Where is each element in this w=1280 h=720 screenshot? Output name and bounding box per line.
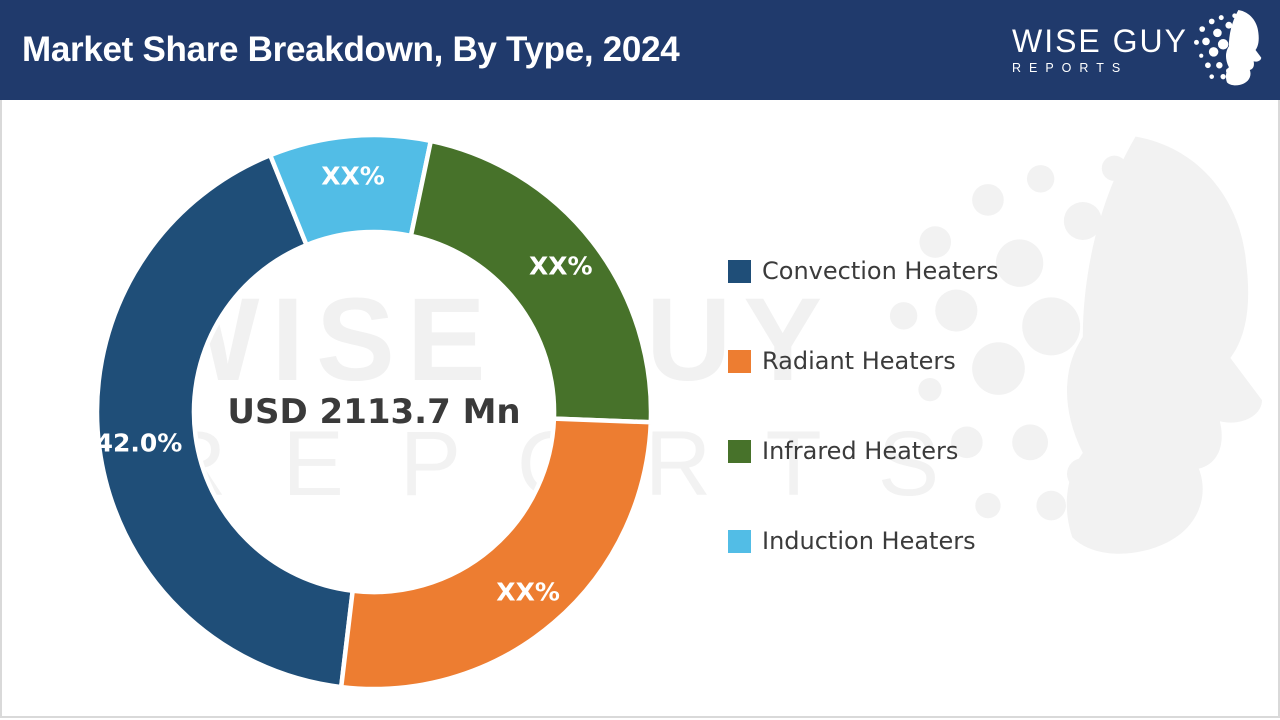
logo-wordmark: WISE GUY — [1011, 23, 1188, 60]
slice-label-convection-heaters: 42.0% — [95, 428, 183, 458]
chart-legend: Convection Heaters Radiant Heaters Infrare… — [728, 259, 998, 553]
legend-swatch — [728, 529, 751, 553]
page-title: Market Share Breakdown, By Type, 2024 — [22, 30, 680, 69]
legend-swatch — [728, 439, 751, 463]
header-bar: Market Share Breakdown, By Type, 2024 WI… — [0, 0, 1280, 100]
chart-center-total: USD 2113.7 Mn — [227, 392, 521, 432]
donut-segment-infrared-heaters — [408, 138, 654, 425]
legend-label: Infrared Heaters — [762, 437, 959, 465]
legend-swatch — [728, 259, 751, 283]
legend-item-infrared-heaters: Infrared Heaters — [728, 439, 998, 463]
legend-label: Radiant Heaters — [762, 347, 956, 375]
wiseguy-head-icon — [1194, 10, 1262, 86]
legend-label: Convection Heaters — [762, 257, 999, 285]
logo-subtext: REPORTS — [1011, 60, 1129, 75]
slice-label-induction-heaters: XX% — [321, 161, 385, 191]
slice-label-infrared-heaters: XX% — [528, 251, 593, 281]
legend-item-radiant-heaters: Radiant Heaters — [728, 349, 998, 373]
logo-text: WISE GUY REPORTS — [1012, 25, 1188, 75]
donut-segment-radiant-heaters — [338, 416, 654, 692]
slice-label-radiant-heaters: XX% — [496, 577, 560, 607]
donut-segment-convection-heaters — [94, 152, 355, 690]
legend-label: Induction Heaters — [762, 527, 976, 555]
legend-item-convection-heaters: Convection Heaters — [728, 259, 998, 283]
legend-item-induction-heaters: Induction Heaters — [728, 529, 998, 553]
wiseguy-logo: WISE GUY REPORTS — [1012, 10, 1262, 90]
legend-swatch — [728, 349, 751, 373]
